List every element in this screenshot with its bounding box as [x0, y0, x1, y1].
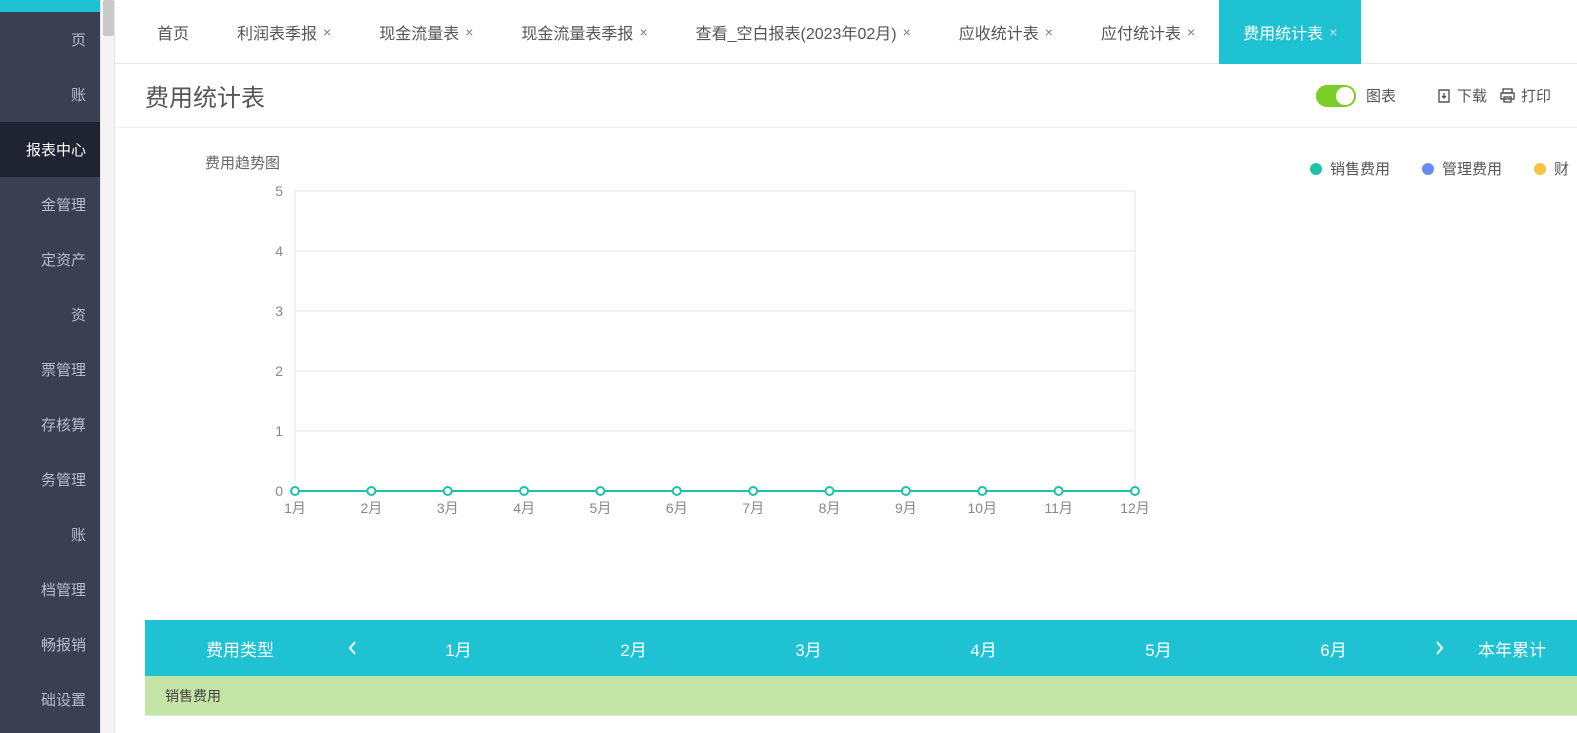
legend-label: 管理费用: [1442, 158, 1502, 179]
chevron-left-icon: [348, 640, 358, 656]
legend-dot: [1422, 163, 1434, 175]
svg-text:12月: 12月: [1120, 500, 1150, 516]
tab-3[interactable]: 现金流量表季报 ×: [497, 0, 671, 64]
sidebar-item-1[interactable]: 账: [0, 67, 100, 122]
svg-text:1: 1: [275, 423, 283, 439]
svg-text:3: 3: [275, 303, 283, 319]
svg-text:11月: 11月: [1044, 500, 1073, 516]
print-icon: [1499, 87, 1516, 104]
close-icon[interactable]: ×: [323, 24, 331, 40]
svg-text:9月: 9月: [895, 500, 917, 516]
svg-text:6月: 6月: [666, 500, 688, 516]
scrollbar-thumb[interactable]: [103, 0, 114, 36]
svg-text:10月: 10月: [967, 500, 997, 516]
main-area: 首页 利润表季报 × 现金流量表 × 现金流量表季报 × 查看_空白报表(2023年02月) ×…: [115, 0, 1577, 733]
sidebar-item-0[interactable]: 页: [0, 12, 100, 67]
sidebar-scrollbar[interactable]: [100, 0, 115, 733]
close-icon[interactable]: ×: [1329, 24, 1337, 40]
svg-text:8月: 8月: [819, 500, 841, 516]
tab-label: 查看_空白报表(2023年02月): [696, 20, 897, 44]
tab-1[interactable]: 利润表季报 ×: [213, 0, 355, 64]
tab-6[interactable]: 应付统计表 ×: [1077, 0, 1219, 64]
print-button[interactable]: 打印: [1499, 85, 1551, 106]
tab-label: 应收统计表: [959, 20, 1039, 44]
svg-text:4: 4: [275, 243, 283, 259]
svg-text:1月: 1月: [284, 500, 306, 516]
tab-4[interactable]: 查看_空白报表(2023年02月) ×: [672, 0, 935, 64]
legend-item-1[interactable]: 管理费用: [1422, 158, 1502, 179]
td-type: 销售费用: [145, 686, 335, 706]
legend-label: 销售费用: [1330, 158, 1390, 179]
close-icon[interactable]: ×: [1187, 24, 1195, 40]
legend-dot: [1534, 163, 1546, 175]
tab-5[interactable]: 应收统计表 ×: [935, 0, 1077, 64]
legend-dot: [1310, 163, 1322, 175]
th-month-3: 4月: [896, 636, 1071, 661]
legend-label: 财: [1554, 158, 1569, 179]
tab-0[interactable]: 首页: [133, 0, 213, 64]
sidebar-item-12[interactable]: 础设置: [0, 672, 100, 727]
close-icon[interactable]: ×: [465, 24, 473, 40]
th-type: 费用类型: [145, 636, 335, 661]
page-header: 费用统计表 图表 下载 打印: [115, 64, 1577, 128]
table-prev-button[interactable]: [335, 640, 371, 656]
close-icon[interactable]: ×: [639, 24, 647, 40]
sidebar-item-10[interactable]: 档管理: [0, 562, 100, 617]
download-button[interactable]: 下载: [1436, 85, 1487, 106]
tab-2[interactable]: 现金流量表 ×: [355, 0, 497, 64]
svg-text:5月: 5月: [590, 500, 612, 516]
svg-text:3月: 3月: [437, 500, 459, 516]
th-month-5: 6月: [1246, 636, 1421, 661]
chevron-right-icon: [1434, 640, 1444, 656]
download-label: 下载: [1457, 85, 1487, 106]
tab-label: 费用统计表: [1243, 20, 1323, 44]
sidebar-item-6[interactable]: 票管理: [0, 342, 100, 397]
sidebar-item-7[interactable]: 存核算: [0, 397, 100, 452]
close-icon[interactable]: ×: [903, 24, 911, 40]
th-ytd: 本年累计: [1457, 636, 1567, 661]
sidebar-item-3[interactable]: 金管理: [0, 177, 100, 232]
tab-label: 首页: [157, 20, 189, 44]
tab-7[interactable]: 费用统计表 ×: [1219, 0, 1361, 64]
svg-text:2: 2: [275, 363, 283, 379]
sidebar: 页账报表中心金管理定资产资票管理存核算务管理账档管理畅报销础设置: [0, 12, 100, 733]
sidebar-item-8[interactable]: 务管理: [0, 452, 100, 507]
legend-item-2[interactable]: 财: [1534, 158, 1569, 179]
tab-label: 应付统计表: [1101, 20, 1181, 44]
table-next-button[interactable]: [1421, 640, 1457, 656]
table-header-row: 费用类型 1月2月3月4月5月6月 本年累计: [145, 620, 1577, 676]
sidebar-item-9[interactable]: 账: [0, 507, 100, 562]
tab-label: 现金流量表季报: [521, 20, 633, 44]
legend-item-0[interactable]: 销售费用: [1310, 158, 1390, 179]
sidebar-item-5[interactable]: 资: [0, 287, 100, 342]
chart-card: 费用趋势图 销售费用管理费用财 0123451月2月3月4月5月6月7月8月9月…: [145, 134, 1577, 541]
th-month-4: 5月: [1071, 636, 1246, 661]
sidebar-item-11[interactable]: 畅报销: [0, 617, 100, 672]
svg-text:5: 5: [275, 183, 283, 199]
expense-trend-chart: 0 1 2 3 4 5 1月 2月 3月 4月 5月 6月 7月 8月 9月 10月 11月 12月: [255, 181, 1175, 541]
print-label: 打印: [1521, 85, 1551, 106]
page-title: 费用统计表: [145, 78, 265, 113]
chart-toggle[interactable]: [1316, 85, 1356, 107]
chart-legend: 销售费用 管理费用 财: [1310, 158, 1569, 179]
th-month-0: 1月: [371, 636, 546, 661]
svg-text:2月: 2月: [360, 500, 382, 516]
sidebar-item-4[interactable]: 定资产: [0, 232, 100, 287]
download-icon: [1436, 88, 1452, 104]
svg-text:4月: 4月: [513, 500, 535, 516]
sidebar-item-2[interactable]: 报表中心: [0, 122, 100, 177]
svg-text:7月: 7月: [742, 500, 764, 516]
th-month-1: 2月: [546, 636, 721, 661]
svg-text:0: 0: [275, 483, 283, 499]
top-accent-strip: [0, 0, 100, 12]
table-row[interactable]: 销售费用: [145, 676, 1577, 716]
th-month-2: 3月: [721, 636, 896, 661]
close-icon[interactable]: ×: [1045, 24, 1053, 40]
tab-label: 利润表季报: [237, 20, 317, 44]
expense-table: 费用类型 1月2月3月4月5月6月 本年累计 销售费用: [145, 620, 1577, 716]
tab-label: 现金流量表: [379, 20, 459, 44]
tab-bar: 首页 利润表季报 × 现金流量表 × 现金流量表季报 × 查看_空白报表(2023年02月) ×…: [115, 0, 1577, 64]
chart-toggle-label: 图表: [1366, 85, 1396, 106]
